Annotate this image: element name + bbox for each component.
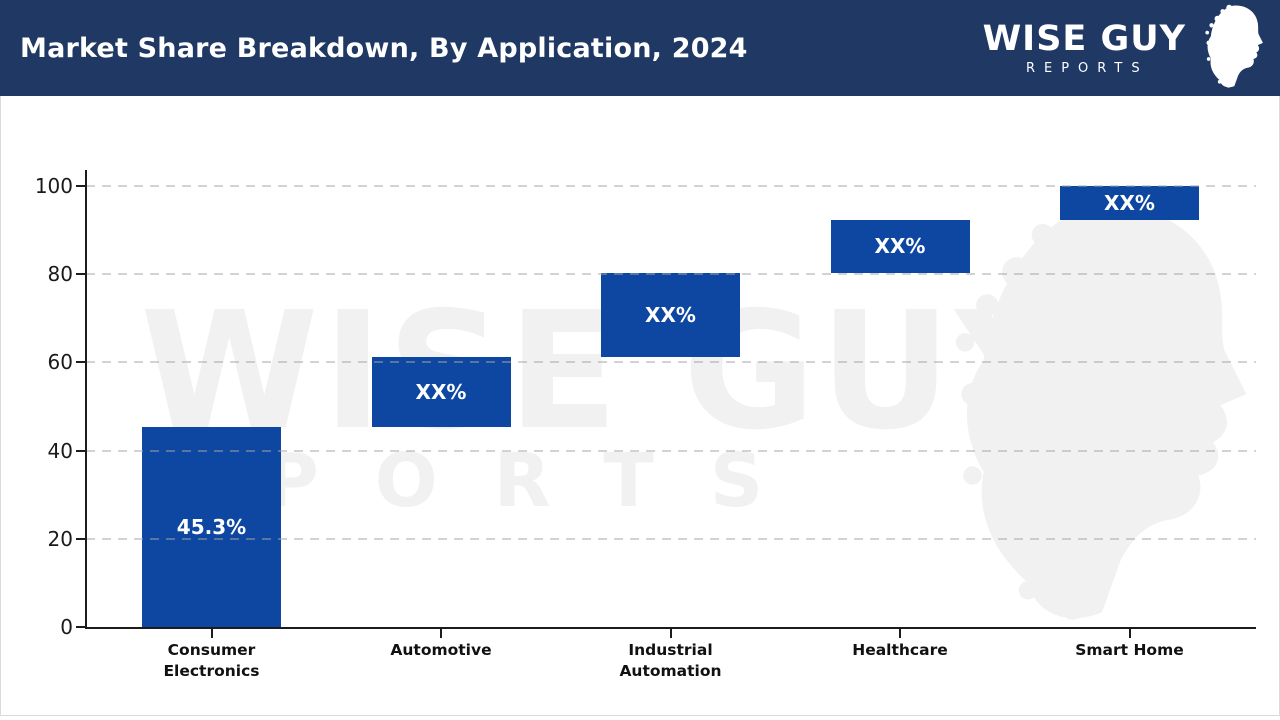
bar-value-label: XX%	[874, 234, 926, 259]
y-tick-80	[76, 273, 85, 276]
category-label-4: Smart Home	[1010, 640, 1250, 661]
bar-smart-home: XX%	[1060, 186, 1199, 220]
y-tick-label-0: 0	[60, 615, 73, 639]
bar-value-label: 45.3%	[176, 515, 247, 540]
category-label-line: Automotive	[390, 641, 492, 659]
x-axis-line	[85, 627, 1256, 629]
category-label-line: Smart Home	[1075, 641, 1184, 659]
header-bar: Market Share Breakdown, By Application, …	[0, 0, 1280, 96]
x-tick-1	[440, 629, 442, 638]
bar-industrial-automation: XX%	[601, 272, 740, 357]
category-label-3: Healthcare	[780, 640, 1020, 661]
y-tick-40	[76, 449, 85, 452]
y-tick-0	[76, 626, 85, 628]
bar-consumer-electronics: 45.3%	[142, 427, 281, 627]
category-label-line: Consumer	[167, 641, 256, 659]
bar-value-label: XX%	[645, 302, 696, 327]
category-label-line: Electronics	[163, 662, 260, 680]
y-tick-20	[76, 537, 85, 540]
bar-healthcare: XX%	[830, 219, 970, 273]
y-tick-label-80: 80	[47, 262, 73, 287]
category-label-1: Automotive	[321, 640, 561, 661]
brand-logo-text: WISE GUY REPORTS	[982, 18, 1186, 76]
category-label-line: Industrial	[628, 641, 713, 659]
brand-name: WISE GUY	[982, 18, 1186, 59]
x-tick-0	[210, 629, 213, 638]
y-tick-60	[76, 361, 85, 364]
gridline-y-80	[86, 273, 1256, 276]
x-tick-4	[1128, 629, 1131, 638]
bar-automotive: XX%	[371, 356, 511, 428]
category-label-0: Consumer Electronics	[92, 640, 332, 682]
category-label-2: Industrial Automation	[551, 640, 791, 682]
y-tick-label-20: 20	[47, 526, 73, 551]
x-tick-2	[669, 629, 672, 638]
gridline-y-60	[86, 361, 1256, 364]
bar-value-label: XX%	[1104, 190, 1155, 215]
gridline-y-40	[86, 449, 1256, 452]
gridline-y-100	[86, 185, 1256, 187]
bar-value-label: XX%	[415, 379, 467, 404]
y-tick-label-100: 100	[34, 174, 73, 198]
wise-guy-face-icon	[1205, 4, 1263, 88]
y-tick-label-40: 40	[47, 438, 73, 463]
y-axis-line	[85, 170, 87, 629]
category-label-line: Automation	[619, 662, 722, 680]
brand-subname: REPORTS	[1025, 60, 1149, 76]
page-title: Market Share Breakdown, By Application, …	[20, 32, 748, 64]
y-tick-100	[76, 185, 85, 187]
gridline-y-20	[86, 537, 1256, 540]
x-tick-3	[899, 629, 901, 638]
y-tick-label-60: 60	[47, 350, 73, 375]
category-label-line: Healthcare	[852, 641, 948, 659]
brand-logo: WISE GUY REPORTS	[983, 4, 1266, 92]
